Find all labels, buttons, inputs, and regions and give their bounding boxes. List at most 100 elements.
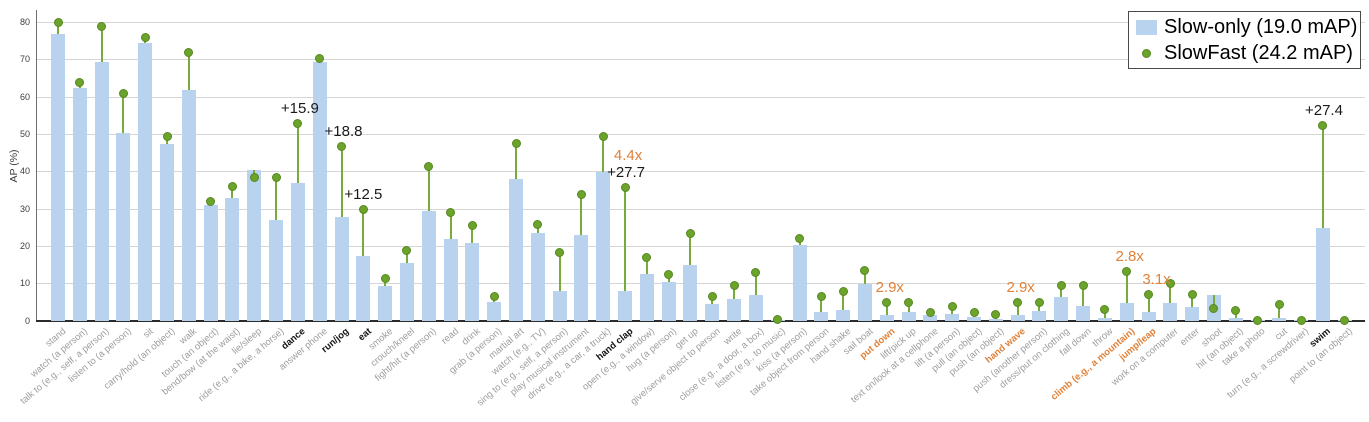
slowfast-dot [991, 309, 1001, 319]
legend-label-slowfast: SlowFast (24.2 mAP) [1164, 41, 1353, 64]
slowfast-dot [511, 139, 521, 149]
lollipop-stem [515, 143, 517, 180]
slowfast-dot-swatch-wrap [1136, 48, 1157, 58]
bar-slow-only [1228, 318, 1243, 321]
x-tick-label: read [439, 326, 461, 347]
bar-slow-only [552, 291, 567, 321]
gridline-y-40 [36, 171, 1365, 173]
bar-slow-only [334, 216, 349, 321]
lollipop-stem [296, 123, 299, 184]
bar-slow-only [879, 314, 894, 321]
bar-slow-only [923, 315, 938, 321]
lollipop-stem [863, 270, 866, 284]
lollipop-stem [100, 26, 103, 62]
lollipop-stem [689, 233, 692, 266]
bar-slow-only [1010, 314, 1025, 321]
lollipop-stem [1060, 285, 1063, 297]
x-tick-label: enter [1178, 326, 1203, 349]
slowfast-dot [271, 172, 281, 182]
annotation-2.8x: 2.8x [1115, 248, 1144, 266]
y-tick-label-70: 70 [19, 54, 30, 65]
bar-slow-only [639, 274, 654, 321]
bar-slow-only [269, 220, 284, 321]
slowfast-dot [925, 307, 935, 317]
slowfast-dot [1165, 279, 1175, 289]
slowfast-dot [533, 219, 543, 229]
lollipop-stem [1125, 271, 1128, 304]
bar-slow-only [94, 61, 109, 321]
gridline-y-70 [36, 59, 1365, 61]
gridline-y-30 [36, 208, 1365, 210]
annotation-2.9x: 2.9x [1006, 278, 1035, 296]
bar-slow-only [945, 313, 960, 321]
bar-slow-only [1119, 303, 1134, 321]
bar-slow-only [1032, 310, 1047, 321]
slowfast-dot [576, 189, 586, 199]
slowfast-dot [1034, 297, 1044, 307]
bar-slow-only [356, 255, 371, 321]
bar-slow-only [967, 317, 982, 321]
legend-item-slowfast: SlowFast (24.2 mAP) [1129, 40, 1360, 66]
slowfast-dot [1253, 316, 1263, 326]
slowfast-dot [1296, 315, 1306, 325]
bar-slow-only [225, 197, 240, 321]
y-tick-label-60: 60 [19, 91, 30, 102]
slowfast-dot [380, 273, 390, 283]
bar-slow-only [181, 89, 196, 321]
bar-slow-only [661, 281, 676, 321]
slowfast-dot [293, 118, 303, 128]
slowfast-dot [729, 281, 739, 291]
bar-slow-only [836, 309, 851, 321]
slowfast-dot [1231, 306, 1241, 316]
annotation-4.4x: 4.4x [613, 147, 643, 165]
bar-slow-only [901, 311, 916, 321]
x-tick-label: talk to (e.g., self, a person) [18, 326, 112, 407]
lollipop-stem [754, 272, 757, 295]
slowfast-dot-swatch-icon [1142, 48, 1151, 58]
gridline-y-10 [36, 283, 1365, 285]
bar-slow-only [116, 132, 131, 321]
bar-slow-only [530, 233, 545, 321]
slowfast-dot [816, 292, 826, 302]
slowfast-dot [97, 21, 107, 31]
slowfast-dot [947, 302, 957, 312]
lollipop-stem [1169, 283, 1172, 304]
y-tick-label-10: 10 [19, 278, 30, 289]
y-axis-label: AP (%) [8, 149, 20, 183]
slowfast-dot [467, 221, 477, 231]
slowfast-dot [664, 269, 674, 279]
lollipop-stem [405, 250, 408, 264]
slowfast-dot [206, 197, 216, 207]
annotation-+15.9: +15.9 [280, 99, 319, 117]
lollipop-stem [449, 212, 452, 239]
slowfast-dot [118, 89, 128, 99]
annotation-2.9x: 2.9x [875, 278, 904, 296]
slowfast-dot [555, 247, 565, 257]
y-tick-label-20: 20 [19, 240, 30, 251]
lollipop-stem [122, 93, 125, 133]
lollipop-stem [1191, 294, 1194, 307]
bar-slow-only [1185, 306, 1200, 321]
slowfast-dot [249, 172, 259, 182]
lollipop-stem [580, 194, 583, 236]
y-tick-label-40: 40 [19, 166, 30, 177]
legend-item-slow-only: Slow-only (19.0 mAP) [1129, 14, 1360, 40]
lollipop-stem [733, 285, 736, 299]
slowfast-dot [751, 268, 761, 278]
bar-slow-only [443, 238, 458, 321]
slowfast-dot [620, 183, 630, 193]
slowfast-dot [882, 297, 892, 307]
bar-slow-only [487, 302, 502, 321]
slowfast-dot [184, 48, 194, 58]
slowfast-dot [162, 131, 172, 141]
slowfast-dot [489, 292, 499, 302]
bar-slow-only [399, 263, 414, 321]
slowfast-dot [1340, 316, 1350, 326]
y-tick-label-80: 80 [19, 17, 30, 28]
bar-slow-only [596, 171, 611, 321]
lollipop-stem [231, 186, 234, 198]
slowfast-dot [358, 204, 368, 214]
lollipop-stem [275, 177, 278, 221]
bar-slow-only [138, 43, 153, 321]
